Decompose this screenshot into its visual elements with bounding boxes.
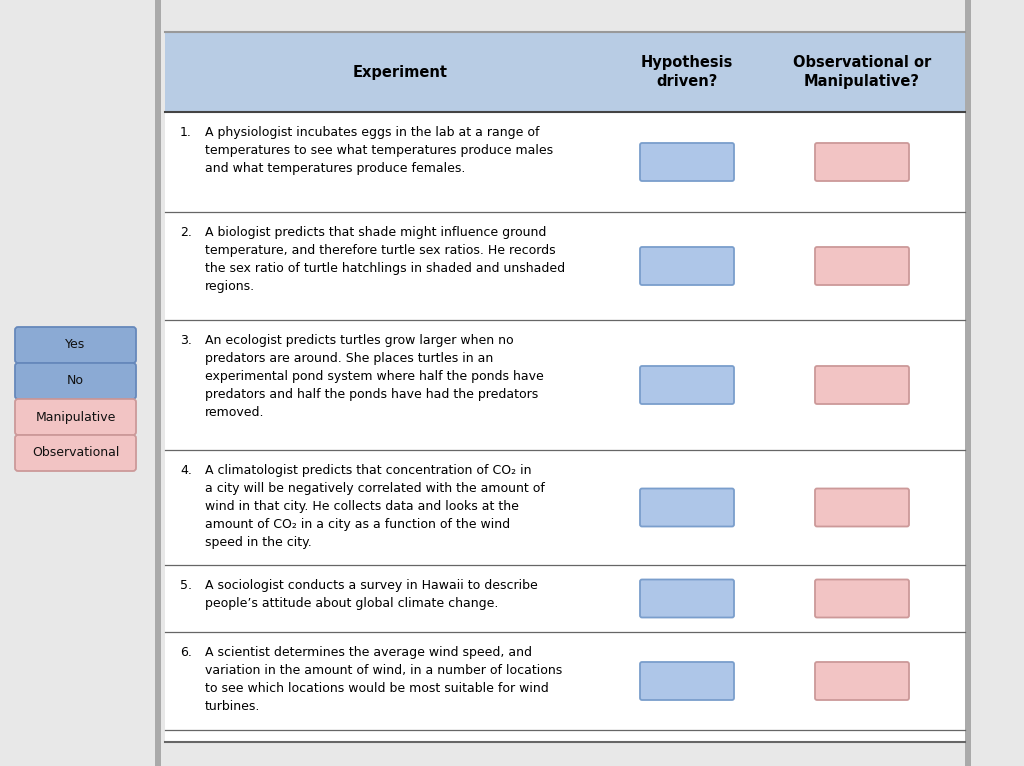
FancyBboxPatch shape (15, 363, 136, 399)
FancyBboxPatch shape (640, 662, 734, 700)
Text: A biologist predicts that shade might influence ground
temperature, and therefor: A biologist predicts that shade might in… (205, 226, 565, 293)
FancyBboxPatch shape (815, 662, 909, 700)
Text: A sociologist conducts a survey in Hawaii to describe
people’s attitude about gl: A sociologist conducts a survey in Hawai… (205, 579, 538, 610)
FancyBboxPatch shape (640, 143, 734, 181)
FancyBboxPatch shape (15, 399, 136, 435)
FancyBboxPatch shape (640, 489, 734, 526)
FancyBboxPatch shape (640, 366, 734, 404)
FancyBboxPatch shape (815, 247, 909, 285)
Text: 2.: 2. (180, 226, 191, 239)
Text: A scientist determines the average wind speed, and
variation in the amount of wi: A scientist determines the average wind … (205, 646, 562, 713)
FancyBboxPatch shape (15, 327, 136, 363)
Text: No: No (67, 375, 84, 388)
FancyBboxPatch shape (640, 580, 734, 617)
Text: 5.: 5. (180, 579, 193, 592)
FancyBboxPatch shape (15, 435, 136, 471)
Bar (165, 32, 965, 742)
Text: Manipulative: Manipulative (35, 411, 116, 424)
Text: 6.: 6. (180, 646, 191, 659)
Text: Observational: Observational (32, 447, 119, 460)
Text: 4.: 4. (180, 464, 191, 477)
FancyBboxPatch shape (815, 489, 909, 526)
Text: Observational or
Manipulative?: Observational or Manipulative? (793, 54, 931, 90)
FancyBboxPatch shape (815, 366, 909, 404)
FancyBboxPatch shape (815, 143, 909, 181)
FancyBboxPatch shape (640, 247, 734, 285)
Bar (965, 0, 971, 766)
Bar (165, 32, 965, 112)
Text: Hypothesis
driven?: Hypothesis driven? (641, 54, 733, 90)
Text: 1.: 1. (180, 126, 191, 139)
Text: A climatologist predicts that concentration of CO₂ in
a city will be negatively : A climatologist predicts that concentrat… (205, 464, 545, 549)
Text: 3.: 3. (180, 334, 191, 347)
Text: Yes: Yes (66, 339, 86, 352)
Text: Experiment: Experiment (352, 64, 447, 80)
FancyBboxPatch shape (815, 580, 909, 617)
Bar (155, 0, 161, 766)
Text: An ecologist predicts turtles grow larger when no
predators are around. She plac: An ecologist predicts turtles grow large… (205, 334, 544, 419)
Text: A physiologist incubates eggs in the lab at a range of
temperatures to see what : A physiologist incubates eggs in the lab… (205, 126, 553, 175)
